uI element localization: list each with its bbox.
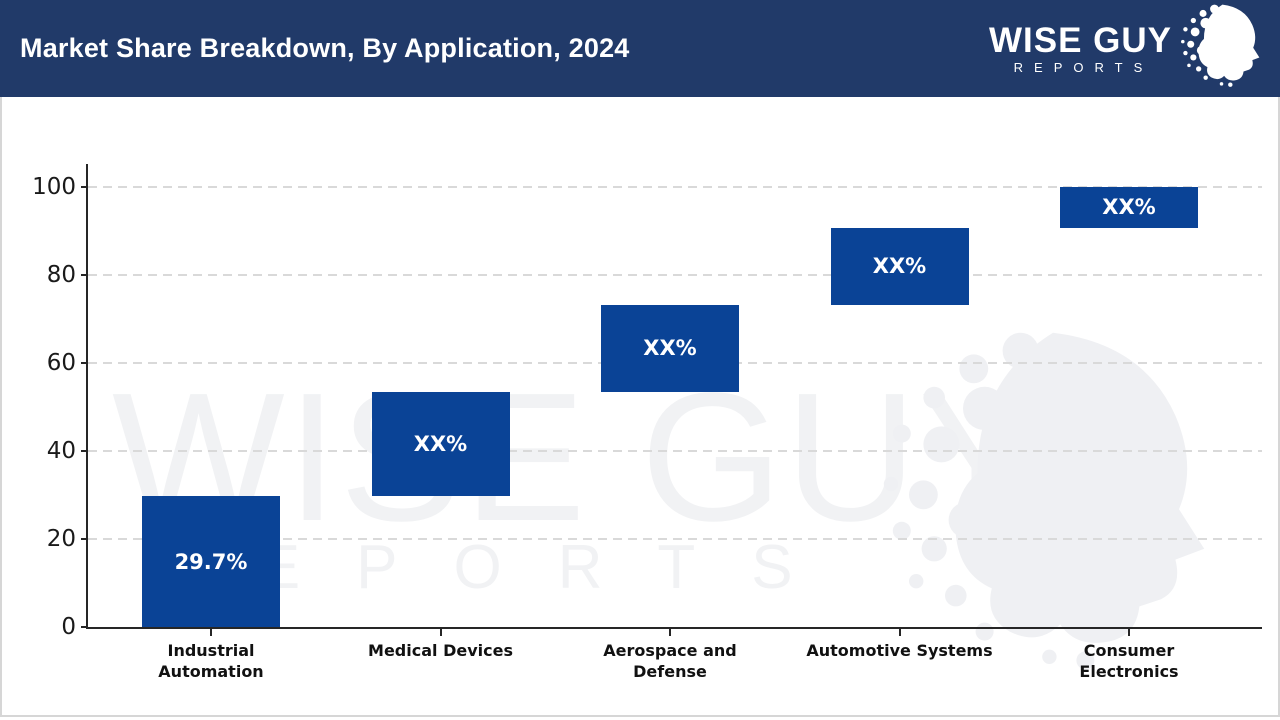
x-axis-category-label: Automotive Systems	[806, 641, 993, 660]
x-axis-tick-mark	[1128, 629, 1130, 636]
y-axis-tick-label: 80	[46, 262, 76, 288]
x-axis-tick-mark	[210, 629, 212, 636]
header: Market Share Breakdown, By Application, …	[0, 0, 1280, 97]
y-axis-line	[86, 164, 88, 629]
x-axis-tick-mark	[669, 629, 671, 636]
bar-value-label: XX%	[643, 336, 697, 361]
bar: XX%	[1060, 187, 1198, 228]
y-axis-tick-label: 40	[46, 438, 76, 464]
y-axis-tick-mark	[81, 626, 88, 628]
head-profile-dots-icon	[1174, 2, 1262, 95]
x-axis-category-label: Medical Devices	[368, 641, 513, 660]
y-gridline	[88, 186, 1262, 188]
bar-value-label: XX%	[872, 254, 927, 279]
y-axis-tick-label: 100	[32, 174, 76, 200]
x-axis-category-label: Aerospace and Defense	[603, 641, 737, 681]
page-title: Market Share Breakdown, By Application, …	[20, 33, 630, 63]
y-axis-tick-label: 60	[46, 350, 76, 376]
y-axis-tick-mark	[81, 362, 88, 364]
x-axis-tick-mark	[439, 629, 442, 636]
y-gridline	[88, 274, 1262, 276]
x-axis-category-label: Industrial Automation	[158, 641, 264, 681]
y-axis-tick-mark	[81, 186, 88, 188]
x-axis-tick-mark	[898, 629, 901, 636]
x-axis-category-label: Consumer Electronics	[1079, 641, 1179, 681]
bar-value-label: XX%	[1102, 195, 1156, 220]
bar: XX%	[830, 227, 969, 305]
y-gridline	[88, 538, 1262, 540]
chart-area: WISE GUY REPORTS 0 20 40 60 80 100 29.7% Indust…	[0, 97, 1280, 720]
brand-logo: WISE GUY REPORTS	[989, 2, 1280, 95]
brand-logo-text: WISE GUY REPORTS	[989, 23, 1172, 74]
bar: 29.7%	[142, 496, 280, 627]
y-axis-tick-label: 20	[46, 526, 76, 552]
watermark-head-icon	[855, 302, 1215, 707]
y-axis-tick-mark	[81, 538, 88, 540]
brand-name: WISE GUY	[988, 21, 1172, 60]
x-axis-line	[86, 627, 1262, 629]
bar-value-label: 29.7%	[174, 549, 248, 574]
bar-value-label: XX%	[413, 432, 468, 457]
y-axis-tick-label: 0	[61, 614, 76, 640]
y-gridline	[88, 450, 1262, 452]
brand-subtitle: REPORTS	[1013, 60, 1154, 75]
y-axis-tick-mark	[81, 450, 88, 452]
bar: XX%	[371, 392, 510, 497]
bar: XX%	[601, 304, 739, 393]
y-axis-tick-mark	[81, 274, 88, 276]
